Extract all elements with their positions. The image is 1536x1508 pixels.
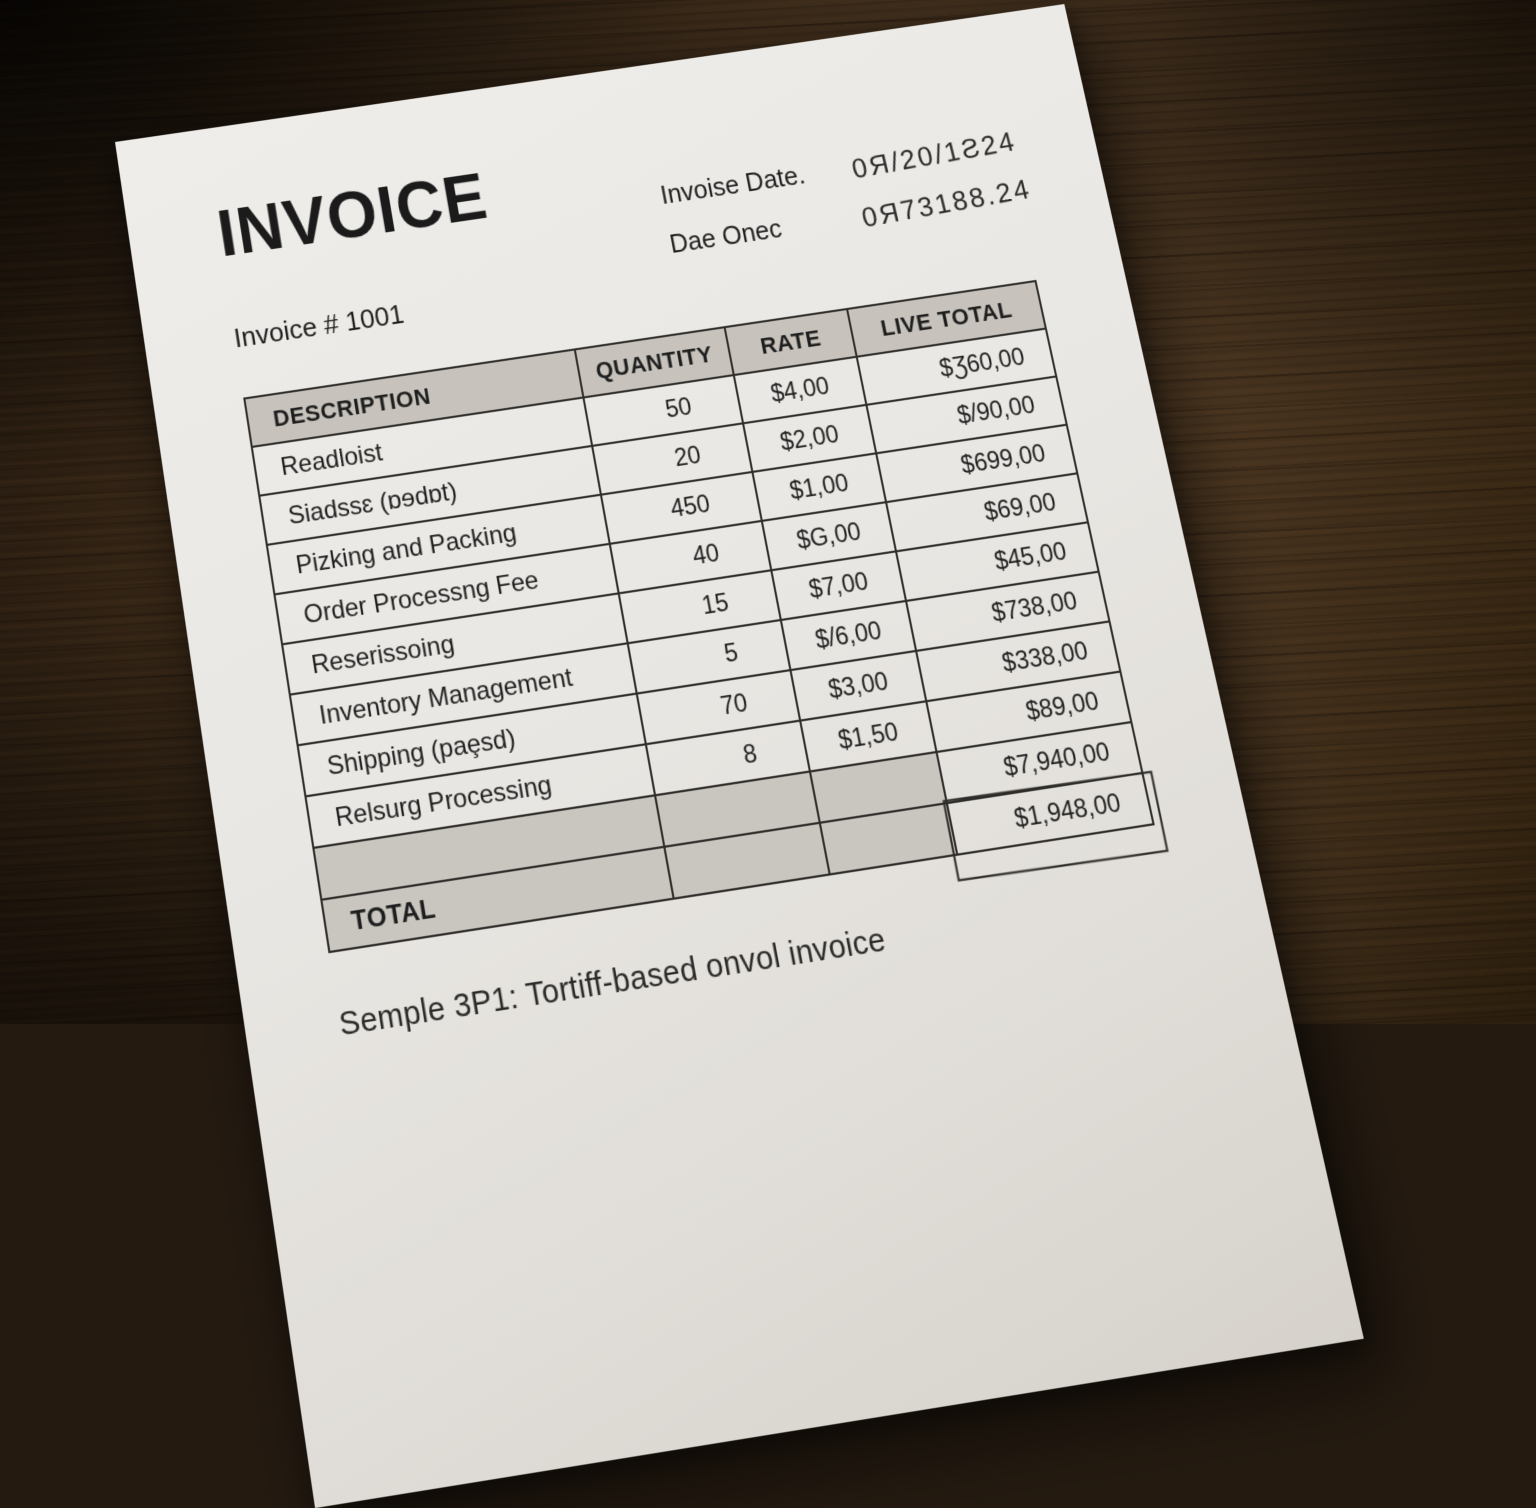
invoice-table: DESCRIPTION QUANTITY RATE LIVE TOTAL Rea… [243,280,1155,953]
